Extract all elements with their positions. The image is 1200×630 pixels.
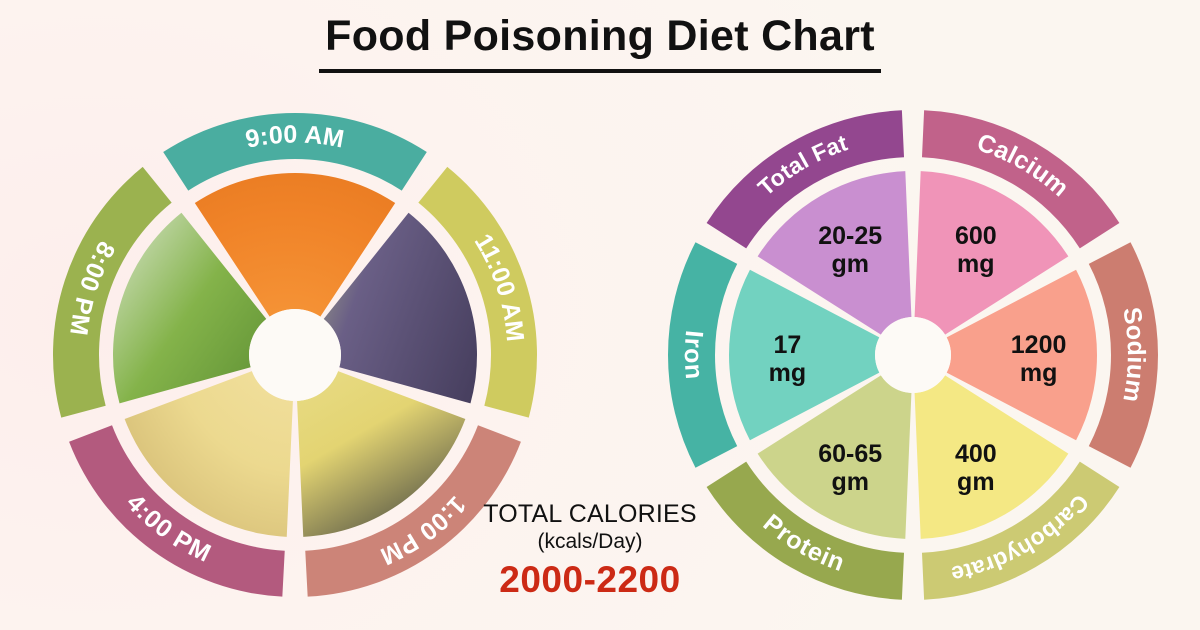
nutrient-wedge-sodium[interactable] <box>946 269 1097 441</box>
total-calories-label: TOTAL CALORIES <box>483 500 697 528</box>
total-calories-unit: (kcals/Day) <box>537 530 643 553</box>
wheel-hub <box>875 317 951 393</box>
nutrient-wheel: 20-25 gm Total Fat 600 mg Calcium 1200 mg Sodium… <box>650 95 1180 625</box>
nutrient-wedge-calcium[interactable] <box>914 171 1069 335</box>
nutrient-label: Iron <box>679 329 708 380</box>
meal-time-band-5[interactable] <box>53 166 172 418</box>
page-title-container: Food Poisoning Diet Chart <box>0 13 1200 74</box>
nutrient-value: 1200 mg <box>1011 331 1067 387</box>
total-calories-value: 2000-2200 <box>499 559 681 601</box>
nutrient-wedge-iron[interactable] <box>729 269 880 441</box>
page-title: Food Poisoning Diet Chart <box>319 13 881 74</box>
nutrient-band-carbohydrate[interactable] <box>921 461 1120 600</box>
nutrient-band-sodium[interactable] <box>1088 242 1158 468</box>
wheel-hub <box>249 309 341 401</box>
nutrient-band-total-fat[interactable] <box>706 110 905 249</box>
nutrient-value: 20-25 gm <box>818 222 882 278</box>
nutrient-value: 60-65 gm <box>818 440 882 496</box>
meal-timing-wheel: 9:00 AM 11:00 AM 1:00 PM 4:00 PM 8:00 PM <box>40 95 560 615</box>
nutrient-wedge-carbohydrate[interactable] <box>914 375 1069 539</box>
meal-time-label: 9:00 AM <box>243 121 347 154</box>
nutrient-band-iron[interactable] <box>668 242 738 468</box>
nutrient-wedge-total-fat[interactable] <box>757 171 912 335</box>
meal-time-band-1[interactable] <box>163 113 427 191</box>
nutrient-value: 600 mg <box>955 222 997 278</box>
total-calories-block: TOTAL CALORIES (kcals/Day) 2000-2200 <box>455 500 725 601</box>
meal-time-band-2[interactable] <box>418 166 537 418</box>
nutrient-label: Sodium <box>1117 305 1150 404</box>
meal-time-band-4[interactable] <box>69 425 285 597</box>
nutrient-band-protein[interactable] <box>706 461 905 600</box>
meal-time-band-3[interactable] <box>305 425 521 597</box>
nutrient-wedge-protein[interactable] <box>757 375 912 539</box>
nutrient-value: 400 gm <box>955 440 997 496</box>
nutrient-value: 17 mg <box>769 331 807 387</box>
nutrient-band-calcium[interactable] <box>921 110 1120 249</box>
